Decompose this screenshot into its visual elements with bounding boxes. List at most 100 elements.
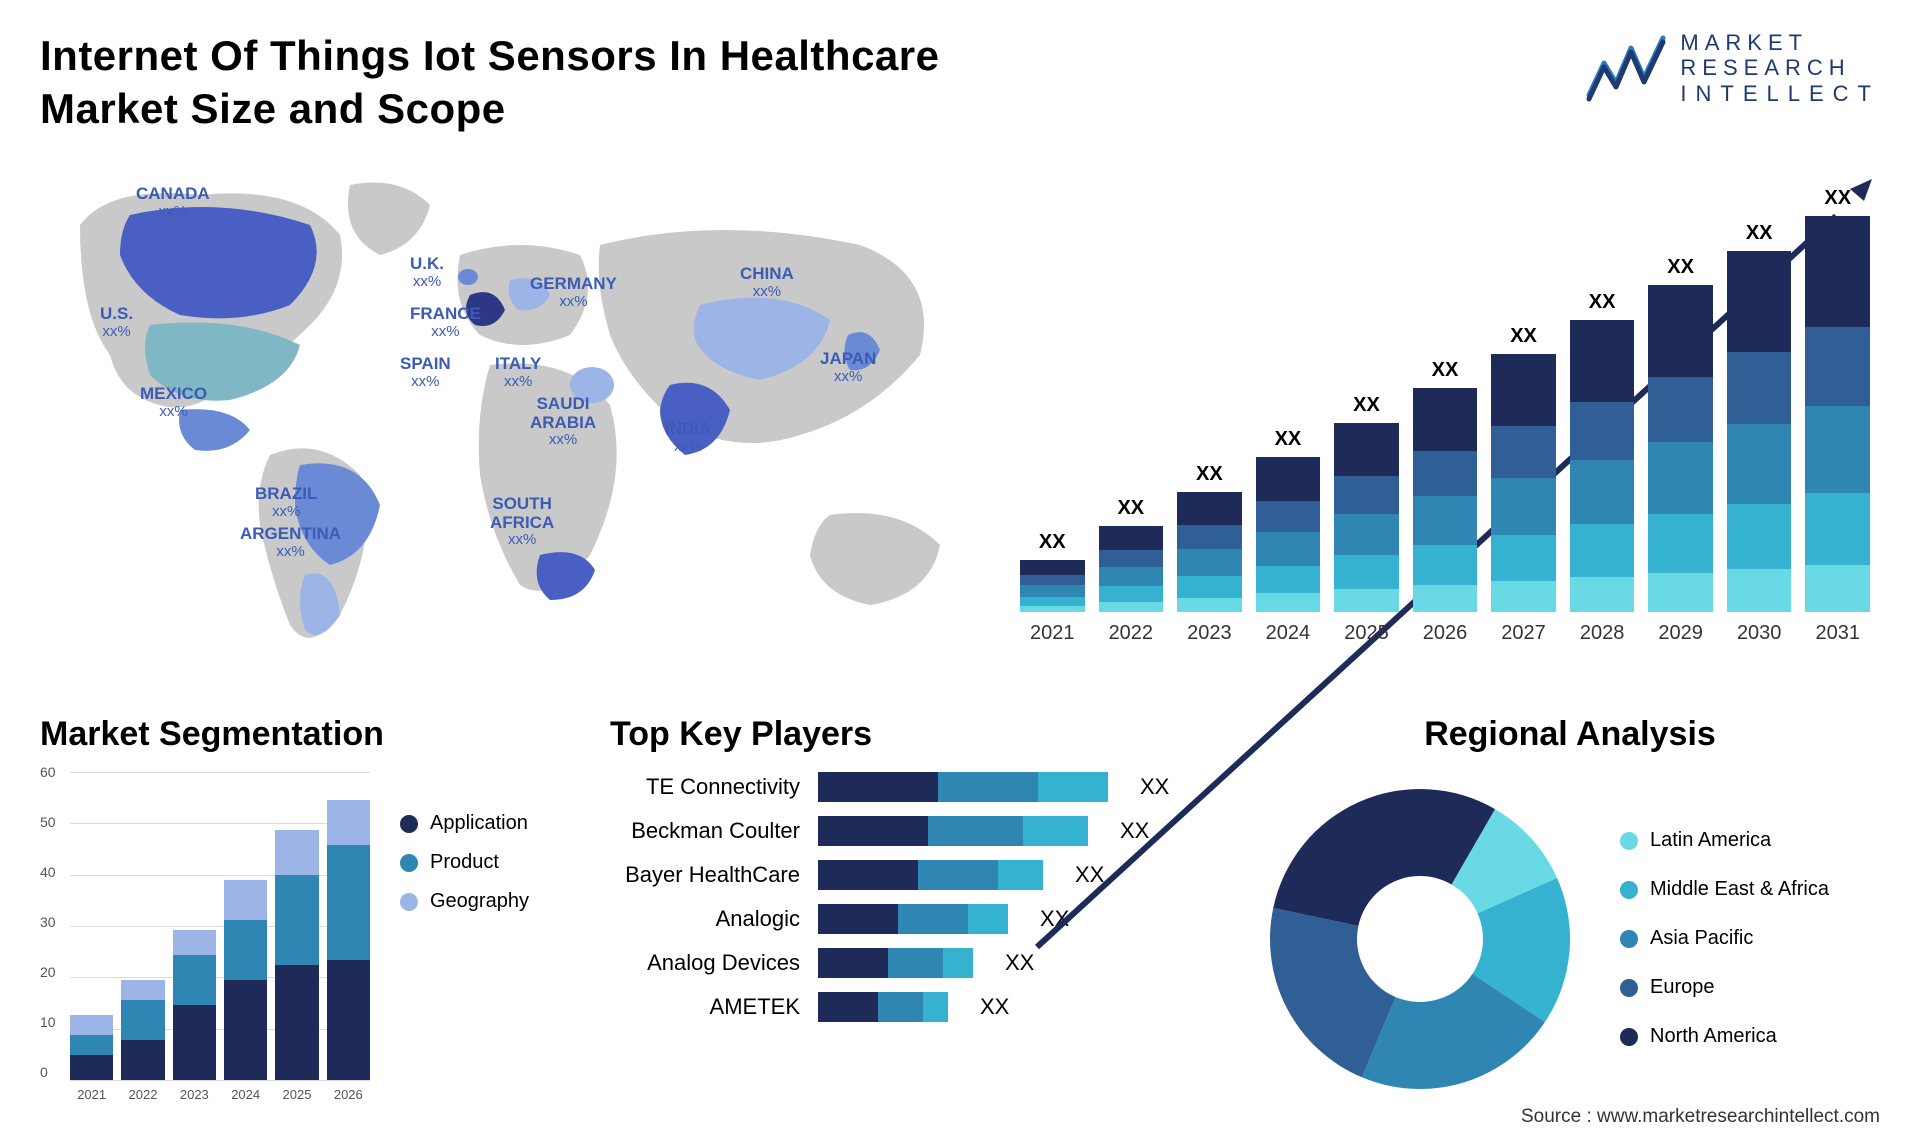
legend-dot-icon [1620, 881, 1638, 899]
seg-bar-seg [224, 880, 267, 920]
regional-donut [1260, 779, 1580, 1099]
growth-seg [1413, 585, 1478, 612]
player-bar [818, 992, 948, 1022]
logo-line3: INTELLECT [1680, 81, 1880, 106]
seg-year-label: 2026 [327, 1087, 370, 1102]
legend-label: Latin America [1650, 829, 1771, 852]
seg-bar-seg [327, 845, 370, 960]
map-uk [458, 269, 478, 285]
growth-col-2021: XX2021 [1020, 531, 1085, 645]
player-name: Analog Devices [610, 950, 800, 976]
player-value: XX [1075, 862, 1104, 888]
growth-year-label: 2026 [1423, 622, 1468, 645]
growth-seg [1570, 524, 1635, 577]
growth-seg [1020, 560, 1085, 574]
growth-year-label: 2022 [1109, 622, 1154, 645]
player-bar-seg [818, 948, 888, 978]
growth-seg [1727, 352, 1792, 424]
region-legend-item: North America [1620, 1025, 1829, 1048]
growth-col-2026: XX 2026 [1413, 359, 1478, 645]
growth-seg [1727, 569, 1792, 612]
growth-seg [1020, 575, 1085, 585]
growth-seg [1648, 442, 1713, 514]
growth-seg [1805, 327, 1870, 406]
map-label-uk: U.K.xx% [410, 255, 444, 290]
player-row: AnalogicXX [610, 904, 1210, 934]
seg-bar-seg [327, 960, 370, 1080]
map-label-germany: GERMANYxx% [530, 275, 617, 310]
growth-seg [1491, 535, 1556, 581]
player-bar-seg [938, 772, 1038, 802]
map-label-argentina: ARGENTINAxx% [240, 525, 341, 560]
player-name: Bayer HealthCare [610, 862, 800, 888]
growth-value-label: XX [1353, 394, 1380, 417]
map-label-canada: CANADAxx% [136, 185, 210, 220]
growth-seg [1256, 457, 1321, 500]
player-bar-seg [818, 904, 898, 934]
player-bar-seg [818, 772, 938, 802]
growth-seg [1805, 216, 1870, 327]
seg-bar-seg [224, 980, 267, 1080]
player-row: Bayer HealthCare XX [610, 860, 1210, 890]
player-value: XX [980, 994, 1009, 1020]
growth-year-label: 2025 [1344, 622, 1389, 645]
seg-ytick: 30 [40, 914, 56, 930]
player-value: XX [1120, 818, 1149, 844]
growth-value-label: XX [1432, 359, 1459, 382]
player-value: XX [1040, 906, 1069, 932]
region-legend-item: Latin America [1620, 829, 1829, 852]
seg-bar-seg [275, 830, 318, 875]
seg-bar-seg [70, 1035, 113, 1055]
map-label-safrica: SOUTHAFRICAxx% [490, 495, 554, 549]
region-legend-item: Europe [1620, 976, 1829, 999]
legend-dot-icon [1620, 930, 1638, 948]
legend-dot-icon [1620, 1028, 1638, 1046]
growth-seg [1020, 597, 1085, 606]
player-bar [818, 860, 1043, 890]
growth-value-label: XX [1746, 222, 1773, 245]
growth-year-label: 2024 [1266, 622, 1311, 645]
legend-label: North America [1650, 1025, 1777, 1048]
player-bar-seg [898, 904, 968, 934]
seg-bar-seg [121, 980, 164, 1000]
growth-seg [1648, 514, 1713, 573]
growth-seg [1099, 586, 1164, 601]
map-label-france: FRANCExx% [410, 305, 481, 340]
growth-year-label: 2031 [1815, 622, 1860, 645]
source-label: Source : www.marketresearchintellect.com [1521, 1106, 1880, 1128]
player-bar-seg [998, 860, 1043, 890]
seg-col-2025: 2025 [275, 830, 318, 1080]
growth-seg [1805, 406, 1870, 493]
growth-value-label: XX [1196, 463, 1223, 486]
growth-seg [1413, 451, 1478, 496]
growth-seg [1256, 532, 1321, 566]
legend-label: Europe [1650, 976, 1715, 999]
growth-value-label: XX [1824, 187, 1851, 210]
seg-legend-item: Geography [400, 890, 529, 913]
seg-gridline [70, 1080, 370, 1081]
player-bar-seg [923, 992, 948, 1022]
player-row: AMETEK XX [610, 992, 1210, 1022]
growth-seg [1177, 492, 1242, 526]
seg-bar-seg [275, 875, 318, 965]
legend-label: Product [430, 851, 499, 874]
player-bar-seg [878, 992, 923, 1022]
growth-seg [1805, 493, 1870, 564]
logo-line1: MARKET [1680, 30, 1880, 55]
growth-value-label: XX [1510, 325, 1537, 348]
player-name: AMETEK [610, 994, 800, 1020]
player-bar-seg [1023, 816, 1088, 846]
seg-year-label: 2024 [224, 1087, 267, 1102]
seg-ytick: 60 [40, 764, 56, 780]
legend-dot-icon [1620, 832, 1638, 850]
seg-year-label: 2021 [70, 1087, 113, 1102]
growth-seg [1727, 504, 1792, 569]
growth-seg [1099, 526, 1164, 550]
segmentation-chart: 202120222023202420252026 0102030405060 [40, 772, 370, 1105]
seg-legend-item: Product [400, 851, 529, 874]
growth-seg [1570, 402, 1635, 460]
player-name: TE Connectivity [610, 774, 800, 800]
region-legend-item: Asia Pacific [1620, 927, 1829, 950]
growth-col-2027: XX2027 [1491, 325, 1556, 645]
growth-col-2031: XX 2031 [1805, 187, 1870, 645]
